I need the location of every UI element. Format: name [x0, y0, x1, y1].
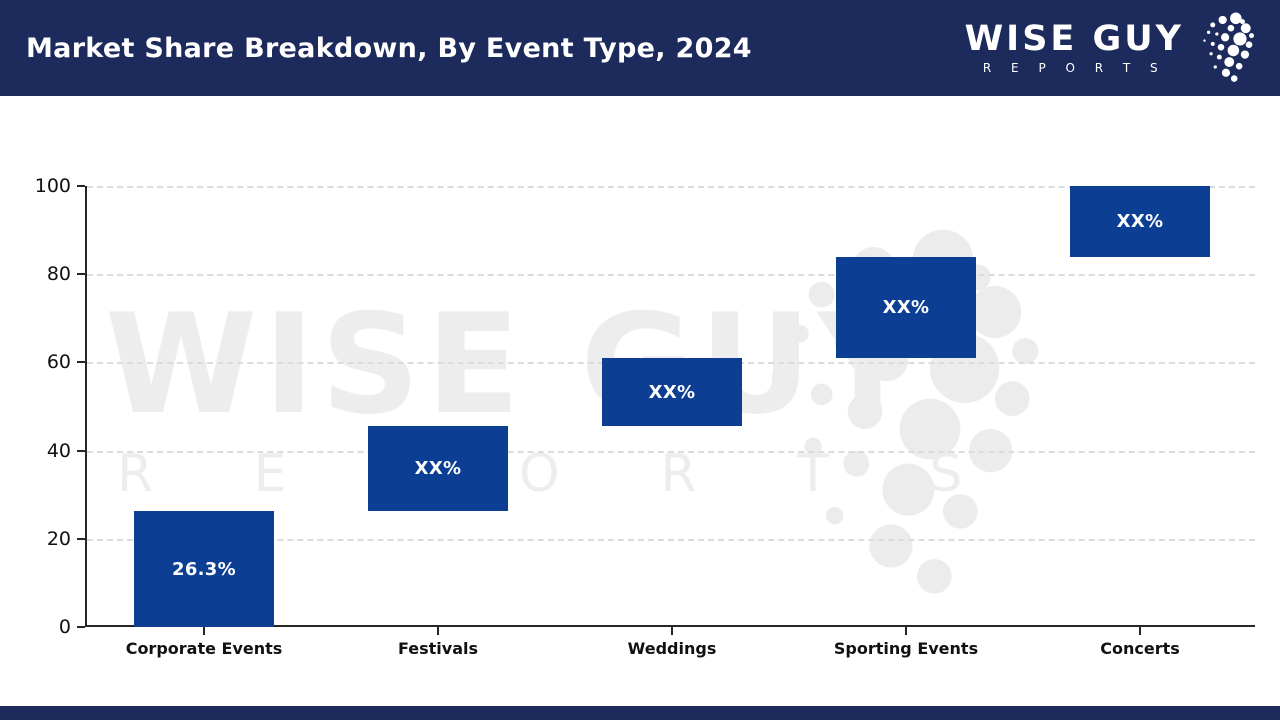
- gridline-80: [87, 274, 1255, 277]
- bar-value-label-corporate-events: 26.3%: [172, 558, 236, 580]
- bar-value-label-weddings: XX%: [648, 381, 696, 403]
- y-tick-label-100: 100: [34, 175, 71, 197]
- logo-reports-text: R E P O R T S: [982, 60, 1166, 75]
- y-tick-label-20: 20: [46, 527, 71, 550]
- x-category-label-weddings: Weddings: [627, 639, 717, 658]
- header-bar: Market Share Breakdown, By Event Type, 2…: [0, 0, 1280, 96]
- bar-corporate-events: 26.3%: [133, 511, 275, 627]
- x-tick-mark-sporting-events: [905, 627, 907, 635]
- y-tick-label-40: 40: [46, 439, 71, 462]
- gridline-20: [87, 538, 1255, 541]
- y-tick-mark-20: [77, 537, 85, 540]
- y-tick-mark-40: [77, 449, 85, 452]
- chart-title: Market Share Breakdown, By Event Type, 2…: [26, 32, 752, 64]
- logo-wordmark: WISE GUY R E P O R T S: [964, 18, 1184, 75]
- bar-value-label-festivals: XX%: [414, 458, 462, 480]
- y-tick-label-0: 0: [58, 616, 71, 638]
- y-tick-mark-0: [77, 626, 85, 628]
- gridline-40: [87, 450, 1255, 453]
- x-category-label-festivals: Festivals: [397, 639, 479, 658]
- x-category-label-sporting-events: Sporting Events: [833, 639, 979, 658]
- x-tick-mark-concerts: [1139, 627, 1141, 635]
- y-tick-label-60: 60: [46, 351, 71, 374]
- wise-guy-logo: WISE GUY R E P O R T S: [965, 8, 1254, 88]
- x-category-label-corporate-events: Corporate Events: [125, 639, 283, 658]
- y-tick-label-80: 80: [46, 263, 71, 286]
- bar-concerts: XX%: [1069, 186, 1211, 257]
- logo-brand-text: WISE GUY: [964, 18, 1184, 59]
- bar-value-label-sporting-events: XX%: [882, 296, 930, 318]
- y-tick-mark-100: [77, 185, 85, 187]
- plot-area: 0 20 40 60 80 100 26.3% Corporate Events XX% Fest…: [35, 175, 1255, 658]
- bar-weddings: XX%: [601, 357, 743, 427]
- chart-area: WISE GUY R E P O R T S 0 20 40 60 80 100 26.3%…: [0, 96, 1280, 706]
- footer-bar: [0, 706, 1280, 720]
- x-tick-mark-weddings: [671, 627, 673, 635]
- gridline-100: [87, 186, 1255, 188]
- bar-sporting-events: XX%: [835, 256, 977, 358]
- x-tick-mark-festivals: [437, 627, 439, 635]
- y-tick-mark-80: [77, 273, 85, 276]
- x-tick-mark-corporate-events: [203, 627, 205, 635]
- bar-festivals: XX%: [367, 426, 509, 512]
- y-tick-mark-60: [77, 361, 85, 364]
- logo-head-dots-icon: [1188, 8, 1254, 88]
- x-category-label-concerts: Concerts: [1100, 639, 1180, 658]
- bar-value-label-concerts: XX%: [1116, 210, 1164, 232]
